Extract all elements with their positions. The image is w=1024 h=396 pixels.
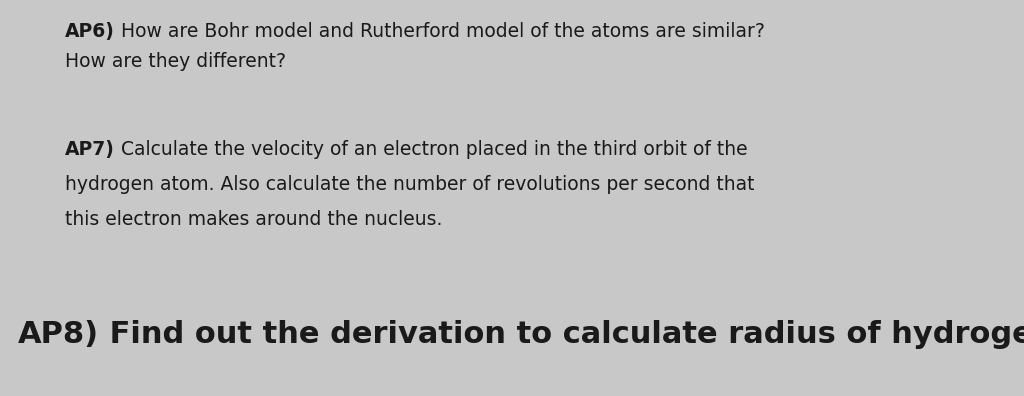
Text: How are they different?: How are they different? <box>65 52 286 71</box>
Text: hydrogen atom. Also calculate the number of revolutions per second that: hydrogen atom. Also calculate the number… <box>65 175 755 194</box>
Text: AP8): AP8) <box>18 320 99 349</box>
Text: AP7): AP7) <box>65 140 115 159</box>
Text: this electron makes around the nucleus.: this electron makes around the nucleus. <box>65 210 442 229</box>
Text: Calculate the velocity of an electron placed in the third orbit of the: Calculate the velocity of an electron pl… <box>115 140 748 159</box>
Text: Find out the derivation to calculate radius of hydrogen atom?: Find out the derivation to calculate rad… <box>99 320 1024 349</box>
Text: AP6): AP6) <box>65 22 115 41</box>
Text: How are Bohr model and Rutherford model of the atoms are similar?: How are Bohr model and Rutherford model … <box>115 22 765 41</box>
